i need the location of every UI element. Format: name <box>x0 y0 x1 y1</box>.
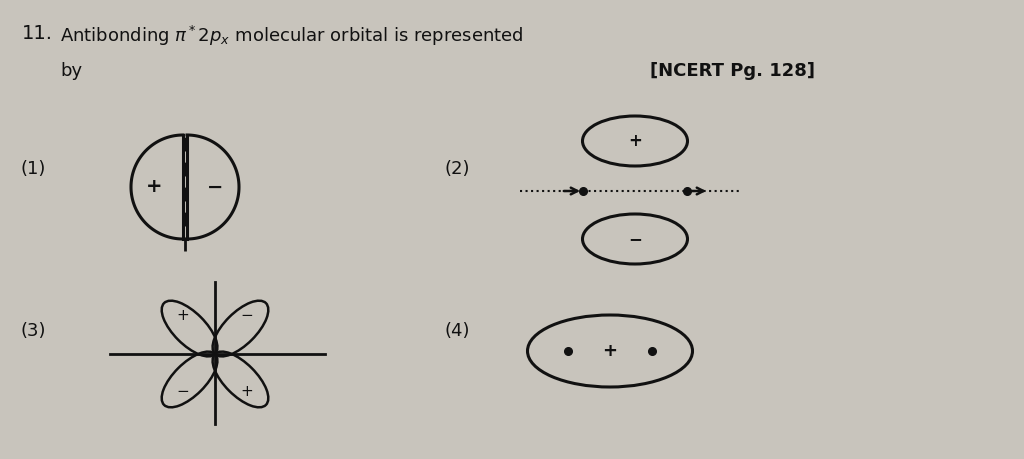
Text: −: − <box>176 385 189 399</box>
Text: +: + <box>602 342 617 360</box>
Text: +: + <box>146 178 163 196</box>
Text: −: − <box>241 308 253 324</box>
Text: −: − <box>208 178 224 196</box>
Text: (1): (1) <box>20 160 45 178</box>
Text: (3): (3) <box>20 322 45 340</box>
Text: Antibonding $\pi^*2p_x$ molecular orbital is represented: Antibonding $\pi^*2p_x$ molecular orbita… <box>60 24 523 48</box>
Text: −: − <box>628 230 642 248</box>
Text: +: + <box>628 132 642 150</box>
Text: +: + <box>176 308 189 324</box>
Text: [NCERT Pg. 128]: [NCERT Pg. 128] <box>650 62 815 80</box>
Text: (2): (2) <box>445 160 470 178</box>
Text: 11.: 11. <box>22 24 53 43</box>
Text: +: + <box>241 385 253 399</box>
Text: by: by <box>60 62 82 80</box>
Text: (4): (4) <box>445 322 470 340</box>
